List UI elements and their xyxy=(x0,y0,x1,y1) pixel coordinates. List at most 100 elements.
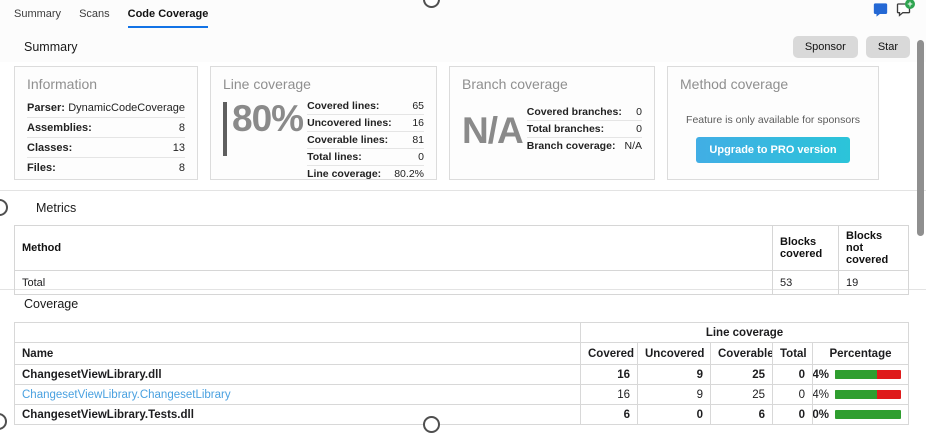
line-row-covered: Covered lines: 65 xyxy=(307,98,424,115)
info-row-classes: Classes: 13 xyxy=(27,138,185,158)
row-value: 13 xyxy=(172,141,185,154)
coverage-header-total[interactable]: Total xyxy=(772,342,813,365)
coverage-row-total: 0 xyxy=(772,364,813,385)
coverage-row-covered: 16 xyxy=(580,384,638,405)
line-row-percentage: Line coverage: 80.2% xyxy=(307,166,424,180)
row-label: Covered branches: xyxy=(526,106,622,118)
tab-bar: Summary Scans Code Coverage xyxy=(14,0,209,28)
method-coverage-card-title: Method coverage xyxy=(680,76,789,92)
row-value: 0 xyxy=(636,123,642,135)
coverage-row-uncovered: 9 xyxy=(637,364,711,385)
coverage-row-coverable: 25 xyxy=(710,384,773,405)
line-row-coverable: Coverable lines: 81 xyxy=(307,132,424,149)
coverage-section-title: Coverage xyxy=(24,297,79,311)
coverage-header-covered[interactable]: Covered xyxy=(580,342,638,365)
coverage-group-header-row: Line coverage xyxy=(14,322,909,343)
branch-coverage-mini-table: Covered branches: 0 Total branches: 0 Br… xyxy=(526,104,642,154)
branch-row-total: Total branches: 0 xyxy=(526,121,642,138)
coverage-row-covered: 6 xyxy=(580,404,638,425)
coverage-bar xyxy=(835,370,901,379)
coverage-row-percentage: 100% xyxy=(812,408,830,421)
method-coverage-note: Feature is only available for sponsors xyxy=(686,114,860,126)
coverage-table: Line coverage Name Covered Uncovered Cov… xyxy=(14,322,909,425)
plus-badge-icon: + xyxy=(905,0,915,9)
sponsor-button[interactable]: Sponsor xyxy=(792,36,858,58)
upgrade-pro-button[interactable]: Upgrade to PRO version xyxy=(696,137,850,163)
coverage-header-name[interactable]: Name xyxy=(14,342,581,365)
metrics-total-label: Total xyxy=(14,270,773,295)
branch-coverage-big-value: N/A xyxy=(462,110,524,151)
row-value: N/A xyxy=(624,140,642,152)
star-button[interactable]: Star xyxy=(865,36,910,58)
coverage-row-class[interactable]: ChangesetViewLibrary.ChangesetLibrary 16… xyxy=(14,384,909,405)
row-value: 0 xyxy=(636,106,642,118)
coverage-bar xyxy=(835,390,901,399)
info-row-parser: Parser: DynamicCodeCoverage xyxy=(27,98,185,118)
coverage-group-empty-cell xyxy=(14,322,581,343)
coverage-row-total: 0 xyxy=(772,384,813,405)
vertical-scrollbar-thumb[interactable] xyxy=(917,40,924,236)
coverage-header-coverable[interactable]: Coverable xyxy=(710,342,773,365)
tab-summary[interactable]: Summary xyxy=(14,7,62,20)
coverage-row-name-link[interactable]: ChangesetViewLibrary.ChangesetLibrary xyxy=(14,384,581,405)
resize-handle-bottom[interactable] xyxy=(423,416,440,433)
row-value: DynamicCodeCoverage xyxy=(68,101,185,114)
coverage-row-name[interactable]: ChangesetViewLibrary.dll xyxy=(14,364,581,385)
add-comment-icon[interactable]: + xyxy=(895,0,915,18)
info-row-files: Files: 8 xyxy=(27,158,185,177)
line-row-uncovered: Uncovered lines: 16 xyxy=(307,115,424,132)
row-value: 8 xyxy=(178,121,185,134)
row-value: 80.2% xyxy=(394,168,424,180)
metrics-section-title: Metrics xyxy=(36,201,77,215)
row-label: Covered lines: xyxy=(307,100,380,112)
row-label: Uncovered lines: xyxy=(307,117,392,129)
coverage-header-percentage[interactable]: Percentage xyxy=(812,342,909,365)
branch-row-covered: Covered branches: 0 xyxy=(526,104,642,121)
row-value: 8 xyxy=(178,161,185,174)
row-label: Assemblies: xyxy=(27,121,92,134)
row-label: Parser: xyxy=(27,101,65,114)
coverage-row-assembly[interactable]: ChangesetViewLibrary.dll 16 9 25 0 64% xyxy=(14,364,909,385)
coverage-header-uncovered[interactable]: Uncovered xyxy=(637,342,711,365)
comment-icon[interactable] xyxy=(872,2,889,18)
line-coverage-gauge-bar xyxy=(223,102,227,156)
row-label: Files: xyxy=(27,161,56,174)
coverage-row-percentage: 64% xyxy=(812,388,830,401)
header-buttons: Sponsor Star xyxy=(792,36,910,58)
resize-handle-left[interactable] xyxy=(0,199,8,216)
tab-scans[interactable]: Scans xyxy=(79,7,110,20)
information-card-title: Information xyxy=(27,76,98,92)
tab-code-coverage[interactable]: Code Coverage xyxy=(127,1,209,28)
metrics-total-blocks-covered: 53 xyxy=(772,270,839,295)
metrics-header-row: Method Blocks covered Blocks not covered xyxy=(14,225,909,271)
information-card: Information Parser: DynamicCodeCoverage … xyxy=(14,66,198,180)
metrics-header-blocks-covered: Blocks covered xyxy=(772,225,839,271)
row-value: 0 xyxy=(418,151,424,163)
metrics-total-row: Total 53 19 xyxy=(14,270,909,295)
metrics-header-method: Method xyxy=(14,225,773,271)
row-value: 81 xyxy=(412,134,424,146)
coverage-row-name[interactable]: ChangesetViewLibrary.Tests.dll xyxy=(14,404,581,425)
coverage-row-percentage: 64% xyxy=(812,368,830,381)
coverage-row-assembly[interactable]: ChangesetViewLibrary.Tests.dll 6 0 6 0 1… xyxy=(14,404,909,425)
metrics-total-blocks-not-covered: 19 xyxy=(838,270,909,295)
row-label: Classes: xyxy=(27,141,73,154)
metrics-table: Method Blocks covered Blocks not covered… xyxy=(14,225,909,295)
resize-handle-bottom-left[interactable] xyxy=(0,413,7,430)
branch-coverage-card-title: Branch coverage xyxy=(462,76,568,92)
metrics-header-blocks-not-covered: Blocks not covered xyxy=(838,225,909,271)
coverage-row-coverable: 25 xyxy=(710,364,773,385)
row-label: Line coverage: xyxy=(307,168,382,180)
row-label: Branch coverage: xyxy=(526,140,616,152)
line-coverage-card: Line coverage 80% Covered lines: 65 Unco… xyxy=(210,66,437,180)
row-label: Total branches: xyxy=(526,123,605,135)
summary-section-title: Summary xyxy=(24,40,78,54)
coverage-header-row: Name Covered Uncovered Coverable Total P… xyxy=(14,342,909,365)
header-icons: + xyxy=(872,0,915,18)
row-label: Coverable lines: xyxy=(307,134,389,146)
line-coverage-card-title: Line coverage xyxy=(223,76,311,92)
branch-coverage-card: Branch coverage N/A Covered branches: 0 … xyxy=(449,66,655,180)
coverage-row-covered: 16 xyxy=(580,364,638,385)
coverage-group-header: Line coverage xyxy=(580,322,909,343)
coverage-row-total: 0 xyxy=(772,404,813,425)
